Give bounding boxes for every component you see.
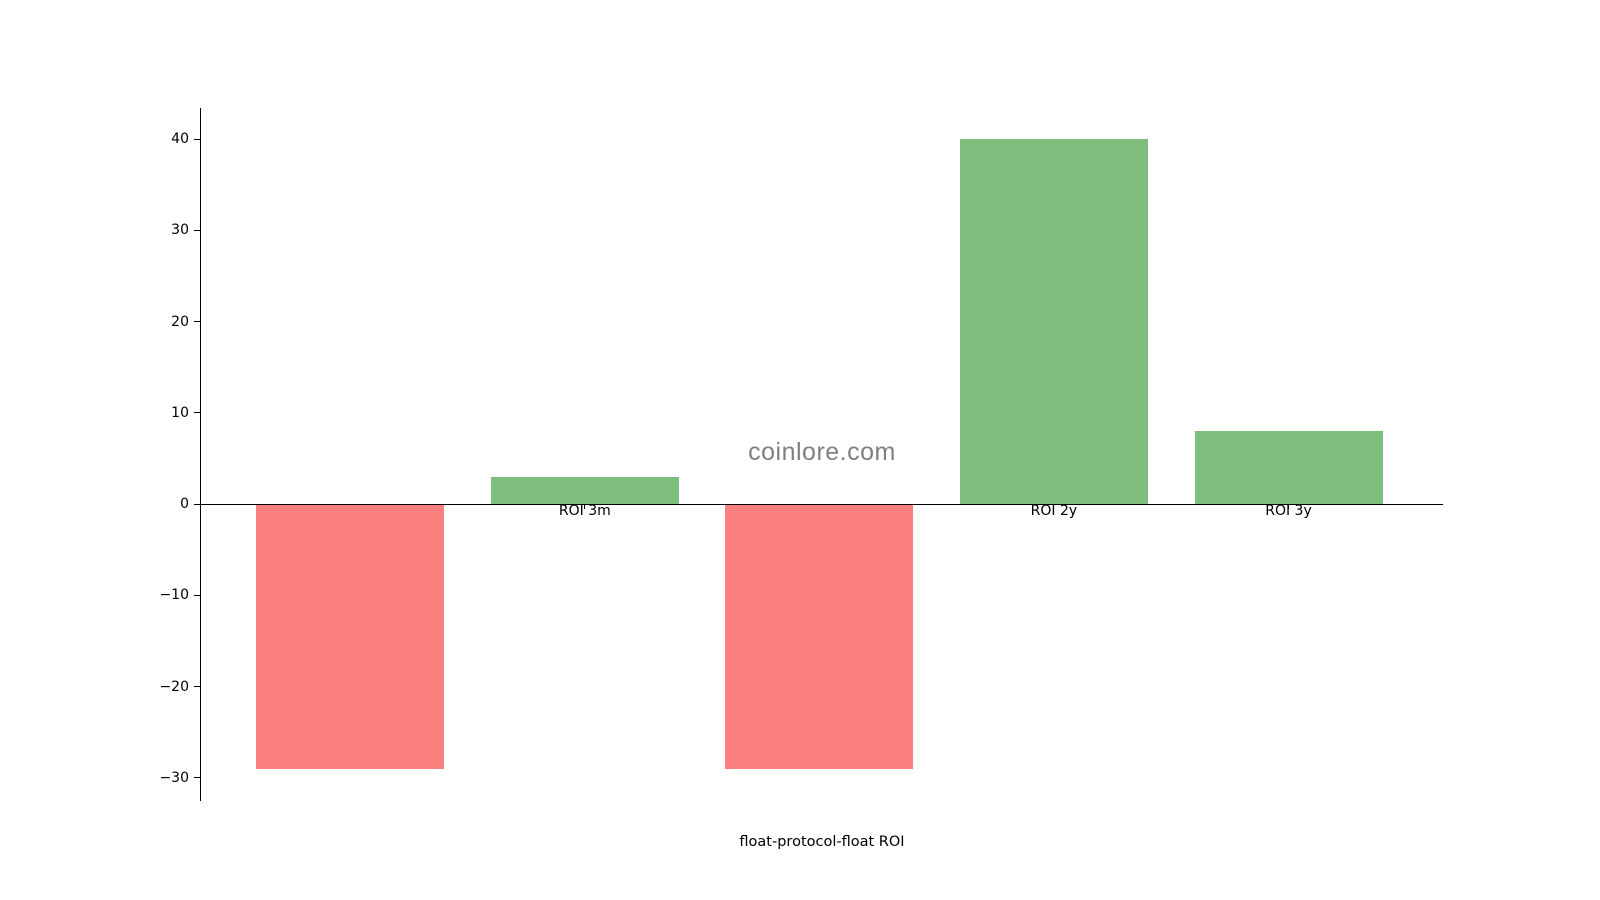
y-tick-label: 40 (171, 131, 189, 147)
x-axis-zero-line (200, 503, 1443, 505)
x-tick-label: ROI 2y (1030, 503, 1078, 519)
y-tick-label: 0 (180, 496, 189, 512)
chart-bar-0 (256, 504, 445, 769)
y-tick-label: −10 (159, 587, 189, 604)
y-tick-mark (194, 686, 200, 687)
y-tick-label: −30 (159, 769, 189, 786)
y-tick-label: −20 (159, 678, 189, 695)
chart-bar-2 (725, 504, 914, 769)
chart-title: float-protocol-float ROI (739, 834, 905, 850)
x-tick-label: ROI 3y (1265, 503, 1312, 519)
y-tick-mark (194, 138, 200, 140)
watermark-text: coinlore.com (748, 438, 896, 466)
y-tick-label: 20 (171, 313, 189, 330)
y-tick-mark (194, 594, 200, 596)
y-tick-mark (194, 503, 200, 505)
chart-bar-4 (1194, 431, 1383, 504)
y-tick-mark (194, 321, 200, 322)
x-tick-label: ROI 3m (558, 503, 611, 519)
y-axis-line (200, 108, 201, 801)
y-tick-label: 10 (171, 404, 189, 421)
chart-bar-3 (959, 139, 1148, 504)
y-tick-mark (194, 777, 200, 779)
y-tick-label: 30 (171, 222, 189, 239)
y-tick-mark (194, 229, 200, 231)
x-tick-mark (1053, 504, 1055, 509)
x-tick-mark (584, 504, 586, 509)
chart-bar-1 (490, 476, 679, 504)
x-tick-mark (1288, 504, 1289, 509)
y-tick-mark (194, 412, 200, 414)
